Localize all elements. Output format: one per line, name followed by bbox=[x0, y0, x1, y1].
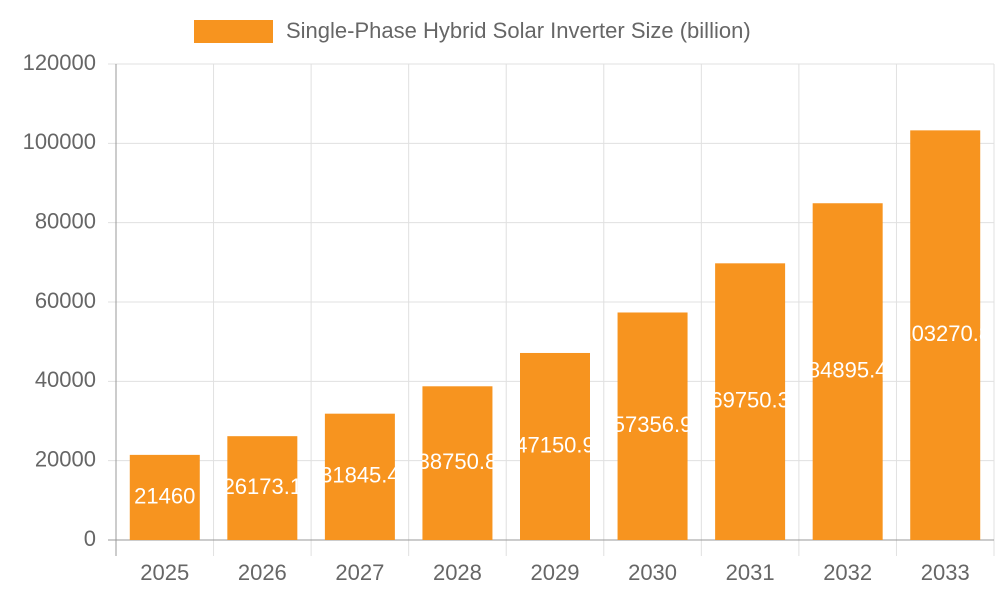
bar bbox=[812, 203, 883, 541]
x-tick-label: 2032 bbox=[823, 560, 872, 585]
bar bbox=[910, 130, 981, 540]
bar bbox=[422, 386, 493, 540]
bar bbox=[617, 312, 688, 540]
bar bbox=[227, 436, 298, 540]
legend-swatch bbox=[194, 20, 273, 43]
data-label: 21460 bbox=[134, 483, 195, 508]
y-tick-label: 40000 bbox=[35, 367, 96, 392]
x-tick-label: 2029 bbox=[531, 560, 580, 585]
legend-label: Single-Phase Hybrid Solar Inverter Size … bbox=[286, 18, 751, 43]
data-label: 26173.1 bbox=[223, 474, 303, 499]
y-tick-label: 120000 bbox=[23, 50, 96, 75]
data-label: 84895.4 bbox=[808, 357, 888, 382]
x-tick-label: 2027 bbox=[335, 560, 384, 585]
y-tick-label: 20000 bbox=[35, 446, 96, 471]
data-label: 103270.8 bbox=[899, 321, 991, 346]
y-tick-label: 80000 bbox=[35, 208, 96, 233]
bar bbox=[129, 454, 200, 540]
bar bbox=[520, 352, 590, 540]
data-label: 38750.8 bbox=[418, 449, 498, 474]
x-tick-label: 2026 bbox=[238, 560, 287, 585]
data-label: 69750.3 bbox=[710, 387, 790, 412]
x-tick-label: 2030 bbox=[628, 560, 677, 585]
y-tick-label: 100000 bbox=[23, 129, 96, 154]
bar bbox=[324, 413, 395, 540]
x-tick-label: 2028 bbox=[433, 560, 482, 585]
data-label: 57356.9 bbox=[613, 412, 693, 437]
y-tick-label: 0 bbox=[84, 526, 96, 551]
x-tick-label: 2033 bbox=[921, 560, 970, 585]
x-tick-label: 2025 bbox=[140, 560, 189, 585]
data-label: 47150.9 bbox=[515, 432, 595, 457]
x-tick-label: 2031 bbox=[726, 560, 775, 585]
bar bbox=[715, 263, 786, 540]
data-label: 31845.4 bbox=[320, 463, 400, 488]
y-tick-label: 60000 bbox=[35, 288, 96, 313]
